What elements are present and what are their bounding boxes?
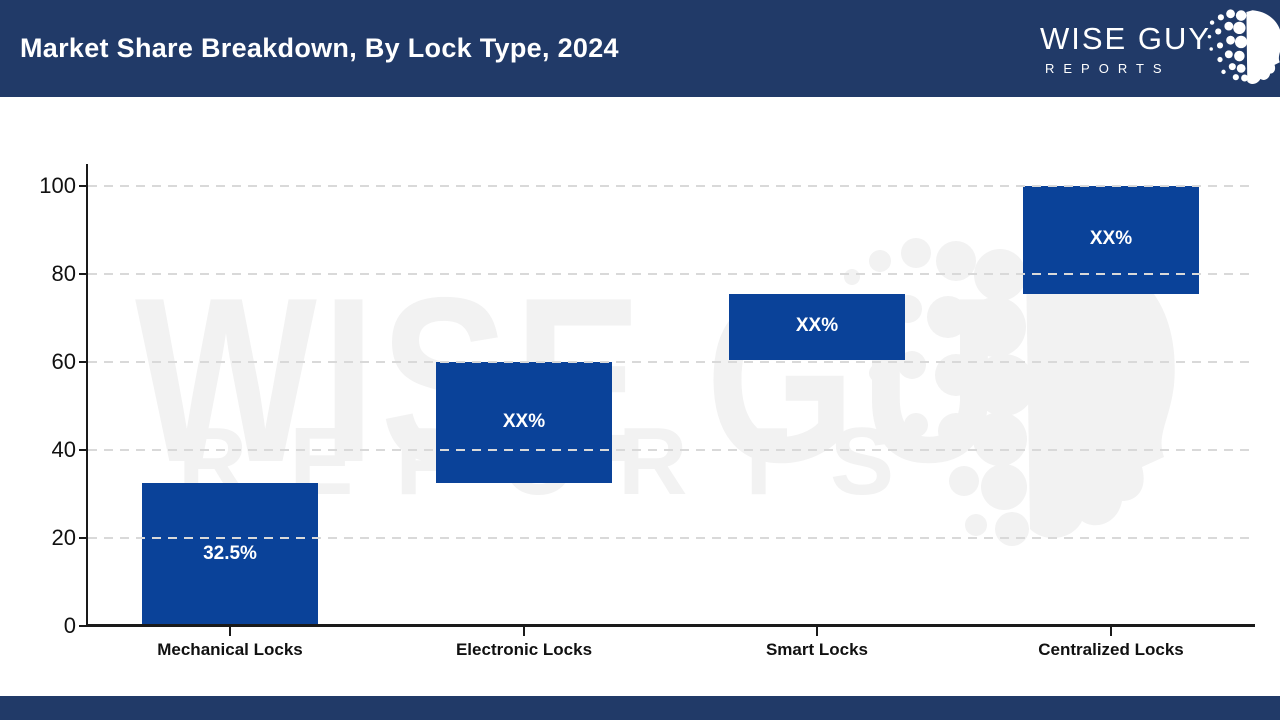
page-title: Market Share Breakdown, By Lock Type, 20…	[20, 33, 619, 63]
brand-subtitle: REPORTS	[1045, 61, 1171, 76]
y-tick-mark	[79, 185, 87, 187]
x-axis-line	[86, 624, 1255, 627]
bar-segment	[436, 362, 612, 483]
x-tick-label: Mechanical Locks	[157, 640, 303, 659]
x-tick-mark	[1110, 627, 1112, 636]
y-tick-mark	[79, 625, 87, 627]
y-tick-mark	[79, 537, 87, 539]
x-tick-label: Electronic Locks	[455, 640, 593, 659]
plot-area	[0, 97, 1280, 696]
brand-name: WISE GUY	[1040, 21, 1212, 56]
y-tick-label: 60	[51, 349, 76, 374]
y-gridline	[88, 273, 1253, 275]
y-gridline	[88, 185, 1253, 187]
x-tick-mark	[816, 627, 818, 636]
y-tick-label: 40	[51, 437, 76, 462]
y-tick-label: 80	[51, 261, 76, 286]
y-axis-line	[86, 164, 88, 627]
x-tick-label: Centralized Locks	[1038, 640, 1184, 659]
footer-band	[0, 696, 1280, 720]
y-tick-mark	[79, 449, 87, 451]
bar-value-label: XX%	[1089, 227, 1133, 249]
bar-segment	[142, 483, 318, 626]
y-tick-label: 20	[51, 525, 76, 550]
bar-value-label: XX%	[795, 314, 839, 336]
bar-value-label: 32.5%	[203, 542, 257, 564]
y-gridline	[88, 361, 1253, 363]
x-tick-mark	[523, 627, 525, 636]
y-gridline	[88, 449, 1253, 451]
y-tick-label: 0	[63, 613, 76, 638]
header-band: Market Share Breakdown, By Lock Type, 20…	[0, 0, 1280, 97]
y-gridline	[88, 537, 1253, 539]
bar-segment	[1023, 186, 1199, 294]
bar-segment	[729, 293, 905, 360]
y-tick-label: 100	[39, 173, 76, 198]
y-tick-mark	[79, 273, 87, 275]
y-tick-mark	[79, 361, 87, 363]
x-tick-label: Smart Locks	[765, 640, 869, 659]
x-tick-mark	[229, 627, 231, 636]
bar-value-label: XX%	[502, 410, 546, 432]
brand-head-icon	[1198, 6, 1280, 97]
